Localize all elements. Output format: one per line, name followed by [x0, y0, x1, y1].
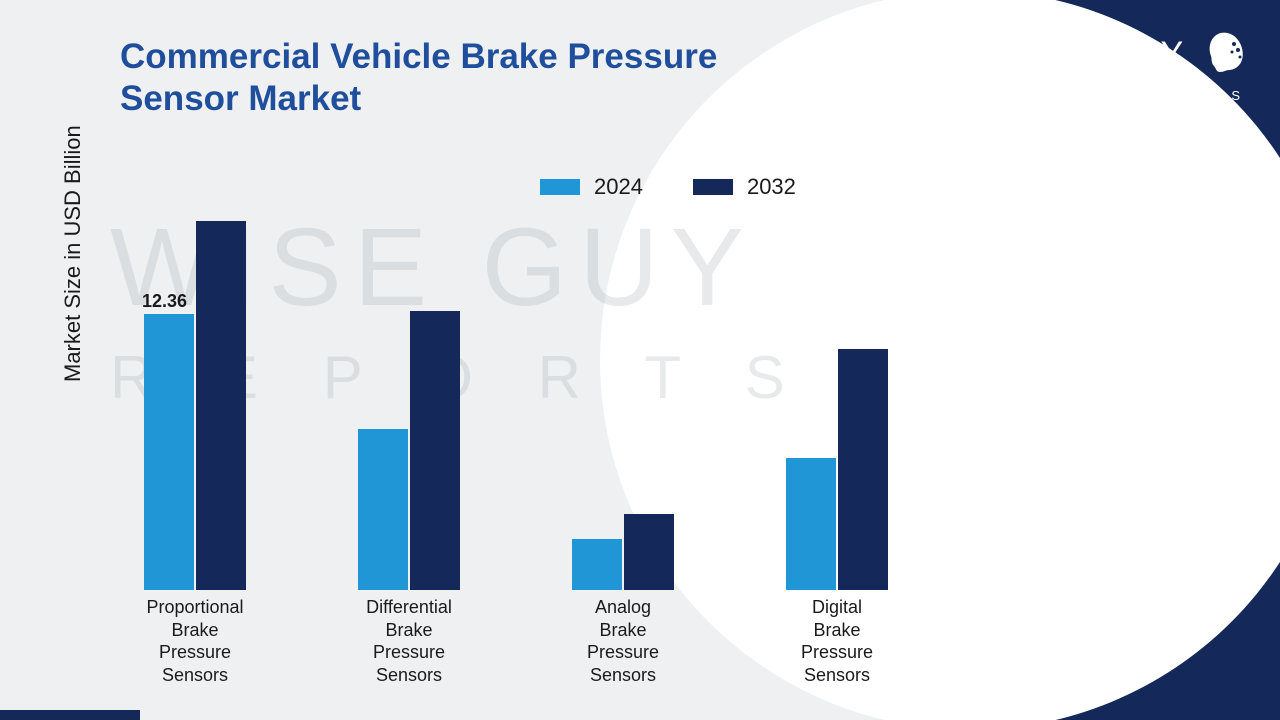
swatch-2032 [693, 179, 733, 195]
x-tick-label: DifferentialBrakePressureSensors [326, 596, 492, 686]
data-label: 12.36 [142, 291, 187, 312]
y-axis-label: Market Size in USD Billion [60, 125, 86, 382]
bar-2024 [144, 314, 194, 590]
bar-2032 [196, 221, 246, 590]
x-tick-label: AnalogBrakePressureSensors [540, 596, 706, 686]
legend-label-2032: 2032 [747, 174, 796, 200]
x-tick-label: DigitalBrakePressureSensors [754, 596, 920, 686]
swatch-2024 [540, 179, 580, 195]
bar-2024 [786, 458, 836, 590]
wiseguy-logo: WISE GUY R E P O R T S [990, 30, 1250, 103]
legend-item-2024: 2024 [540, 174, 643, 200]
bar-2024 [358, 429, 408, 590]
logo-main-label: WISE GUY [992, 35, 1185, 73]
x-tick-label: ProportionalBrakePressureSensors [112, 596, 278, 686]
bar-2024 [572, 539, 622, 590]
bar-group [572, 514, 674, 590]
head-icon [1204, 30, 1250, 82]
bar-group [358, 311, 460, 590]
bar-2032 [410, 311, 460, 590]
page-title: Commercial Vehicle Brake Pressure Sensor… [120, 36, 760, 120]
bar-group [786, 349, 888, 590]
bar-2032 [624, 514, 674, 590]
bottom-accent-bar [0, 710, 140, 720]
logo-sub-text: R E P O R T S [990, 88, 1250, 103]
bar-2032 [838, 349, 888, 590]
bar-chart: 12.36 [114, 210, 954, 590]
bar-group [144, 221, 246, 590]
infographic-stage: WISE GUY R E P O R T S WISE GUY R E P O … [0, 0, 1280, 720]
legend-item-2032: 2032 [693, 174, 796, 200]
legend: 2024 2032 [540, 174, 796, 200]
legend-label-2024: 2024 [594, 174, 643, 200]
logo-main-text: WISE GUY [990, 30, 1250, 82]
